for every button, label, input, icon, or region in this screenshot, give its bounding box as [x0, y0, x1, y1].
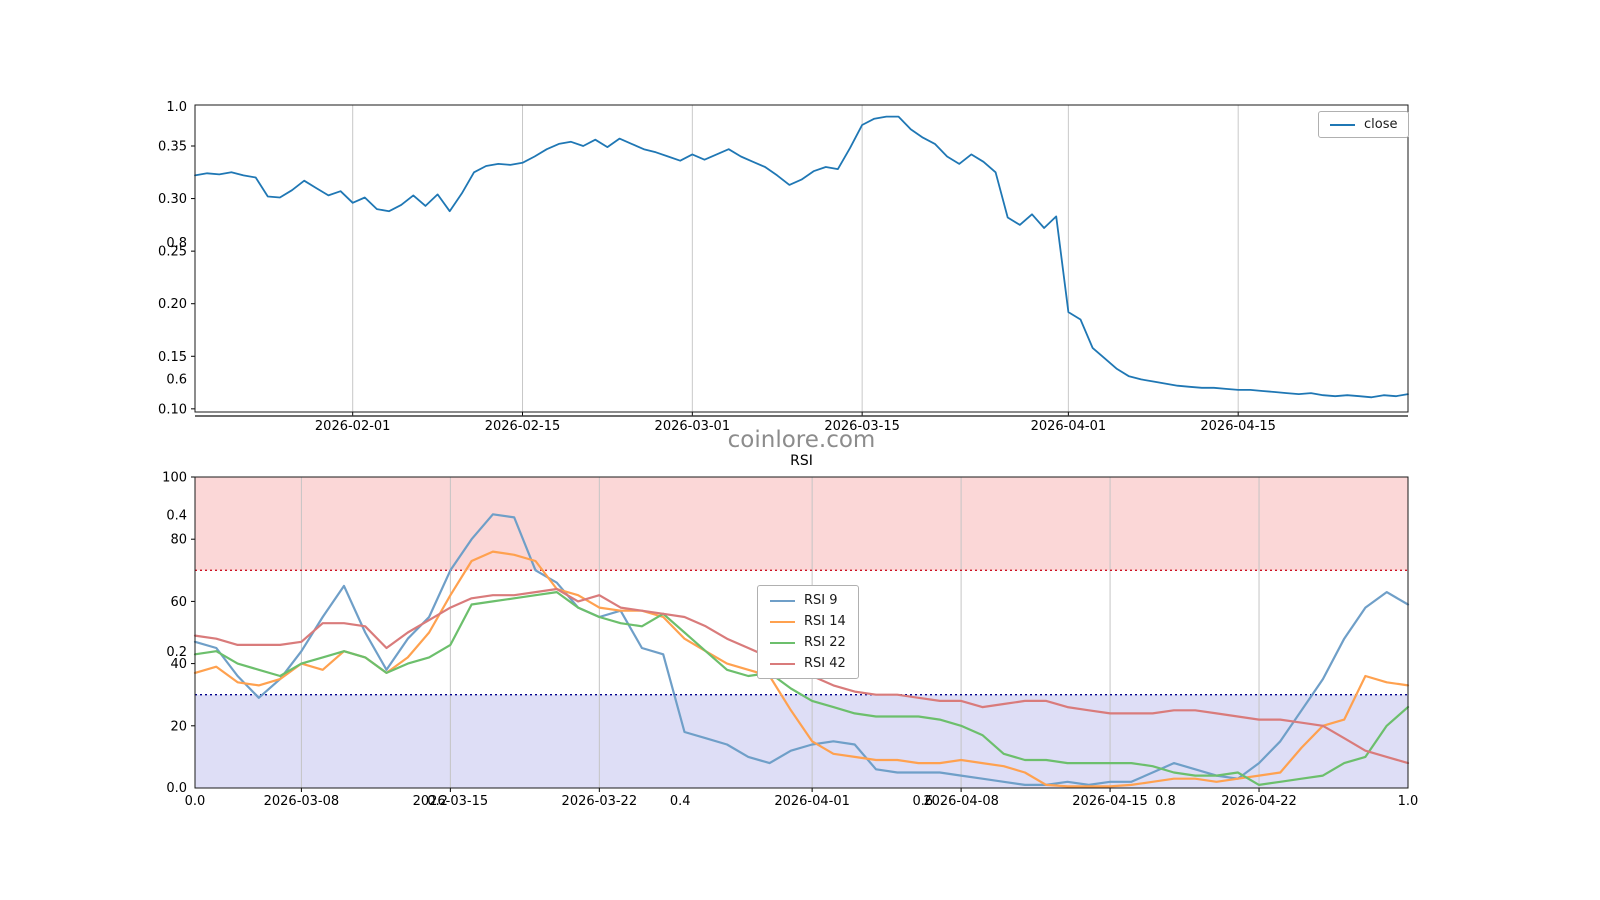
svg-text:2026-03-08: 2026-03-08	[264, 794, 340, 809]
svg-text:0.35: 0.35	[158, 140, 187, 155]
legend-line-swatch	[770, 662, 795, 665]
svg-text:2026-02-15: 2026-02-15	[485, 419, 561, 434]
legend-item-rsi-14: RSI 14	[770, 614, 846, 629]
svg-text:0.6: 0.6	[912, 794, 933, 809]
svg-text:2026-04-22: 2026-04-22	[1221, 794, 1297, 809]
legend-line-swatch	[770, 641, 795, 644]
svg-text:20: 20	[170, 719, 187, 734]
legend-label: RSI 9	[804, 593, 838, 608]
svg-text:0.4: 0.4	[670, 794, 691, 809]
svg-text:0.8: 0.8	[166, 236, 187, 251]
svg-text:0.4: 0.4	[166, 509, 187, 524]
svg-text:100: 100	[162, 471, 187, 486]
legend-line-swatch	[770, 599, 795, 602]
legend-item-rsi-42: RSI 42	[770, 656, 846, 671]
svg-text:40: 40	[170, 657, 187, 672]
svg-text:2026-04-15: 2026-04-15	[1200, 419, 1276, 434]
svg-text:0.2: 0.2	[166, 645, 187, 660]
svg-text:2026-04-15: 2026-04-15	[1072, 794, 1148, 809]
svg-text:0.0: 0.0	[185, 794, 206, 809]
close-line-swatch	[1330, 123, 1355, 126]
svg-text:2026-03-15: 2026-03-15	[413, 794, 489, 809]
legend-label: RSI 42	[804, 656, 846, 671]
svg-text:60: 60	[170, 595, 187, 610]
svg-text:0.10: 0.10	[158, 402, 187, 417]
svg-text:2026-04-01: 2026-04-01	[774, 794, 850, 809]
legend-line-swatch	[770, 620, 795, 623]
rsi-chart-title: RSI	[790, 453, 813, 469]
svg-text:1.0: 1.0	[1398, 794, 1419, 809]
rsi-legend: RSI 9 RSI 14 RSI 22 RSI 42	[757, 585, 859, 679]
svg-text:0.25: 0.25	[158, 245, 187, 260]
legend-label: RSI 14	[804, 614, 846, 629]
svg-text:2026-03-15: 2026-03-15	[824, 419, 900, 434]
price-legend: close	[1318, 111, 1410, 138]
legend-item-rsi-22: RSI 22	[770, 635, 846, 650]
svg-text:2026-04-08: 2026-04-08	[923, 794, 999, 809]
watermark: coinlore.com	[727, 427, 876, 453]
svg-text:2026-02-01: 2026-02-01	[315, 419, 391, 434]
svg-text:0.8: 0.8	[1155, 794, 1176, 809]
svg-text:0.30: 0.30	[158, 192, 187, 207]
svg-text:0.15: 0.15	[158, 350, 187, 365]
svg-text:0.2: 0.2	[427, 794, 448, 809]
svg-text:2026-03-22: 2026-03-22	[562, 794, 638, 809]
svg-text:2026-03-01: 2026-03-01	[655, 419, 731, 434]
svg-text:2026-04-01: 2026-04-01	[1031, 419, 1107, 434]
svg-text:0.20: 0.20	[158, 297, 187, 312]
svg-text:0.0: 0.0	[166, 781, 187, 796]
svg-text:0.6: 0.6	[166, 372, 187, 387]
legend-item-rsi-9: RSI 9	[770, 593, 846, 608]
legend-label: RSI 22	[804, 635, 846, 650]
svg-text:1.0: 1.0	[166, 100, 187, 115]
close-legend-label: close	[1364, 117, 1398, 132]
svg-text:80: 80	[170, 533, 187, 548]
